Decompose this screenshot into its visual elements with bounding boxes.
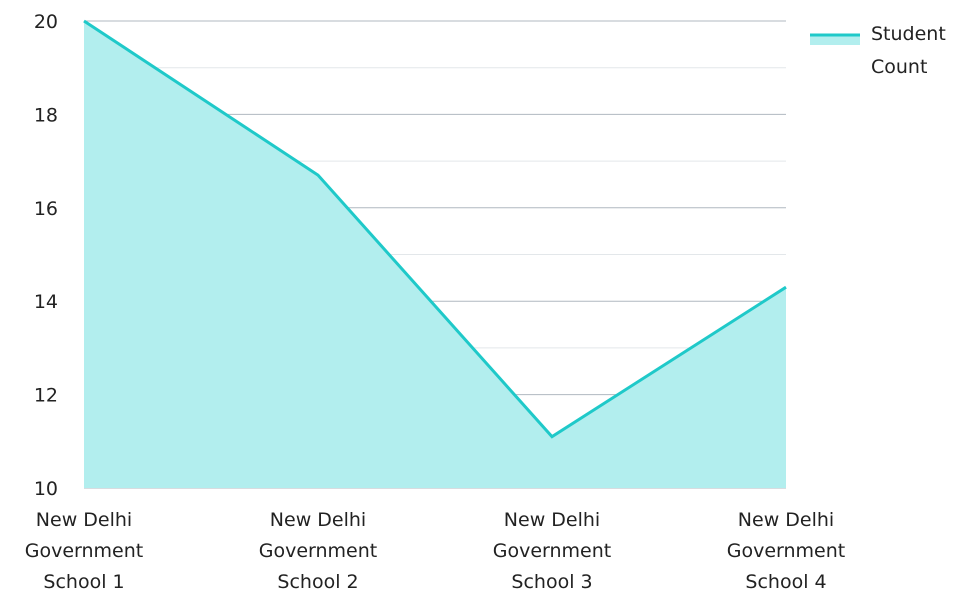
x-axis: New Delhi Government School 1 New Delhi Gove… — [25, 509, 846, 593]
legend-label-line: Count — [871, 56, 927, 78]
y-tick-label: 18 — [34, 104, 58, 126]
legend-label: Student Count — [871, 23, 946, 78]
series-line-layer — [83, 19, 787, 439]
y-tick-label: 14 — [34, 291, 58, 313]
y-tick-label: 12 — [34, 385, 58, 407]
x-tick-label-line: School 3 — [511, 571, 592, 592]
y-tick-label: 16 — [34, 198, 58, 220]
x-tick-label-line: School 2 — [277, 571, 358, 592]
x-tick-label-line: School 1 — [43, 571, 124, 592]
x-tick-label-line: Government — [259, 540, 378, 562]
series-line — [83, 19, 787, 439]
x-tick-label: New Delhi Government School 2 — [259, 509, 378, 592]
x-tick-label-line: New Delhi — [270, 509, 366, 531]
x-tick-label-line: Government — [493, 540, 612, 562]
legend-label-line: Student — [871, 23, 946, 45]
x-tick-label-line: School 4 — [745, 571, 826, 592]
legend-swatch-fill — [810, 35, 860, 45]
y-axis: 10 12 14 16 18 20 — [34, 11, 58, 500]
y-tick-label: 10 — [34, 478, 58, 500]
x-tick-label-line: New Delhi — [36, 509, 132, 531]
legend: Student Count — [810, 23, 946, 78]
x-tick-label: New Delhi Government School 1 — [25, 509, 144, 592]
x-tick-label-line: Government — [727, 540, 846, 562]
y-tick-label: 20 — [34, 11, 58, 33]
x-tick-label-line: New Delhi — [738, 509, 834, 531]
x-tick-label-line: Government — [25, 540, 144, 562]
x-tick-label: New Delhi Government School 3 — [493, 509, 612, 592]
x-tick-label: New Delhi Government School 4 — [727, 509, 846, 592]
x-tick-label-line: New Delhi — [504, 509, 600, 531]
